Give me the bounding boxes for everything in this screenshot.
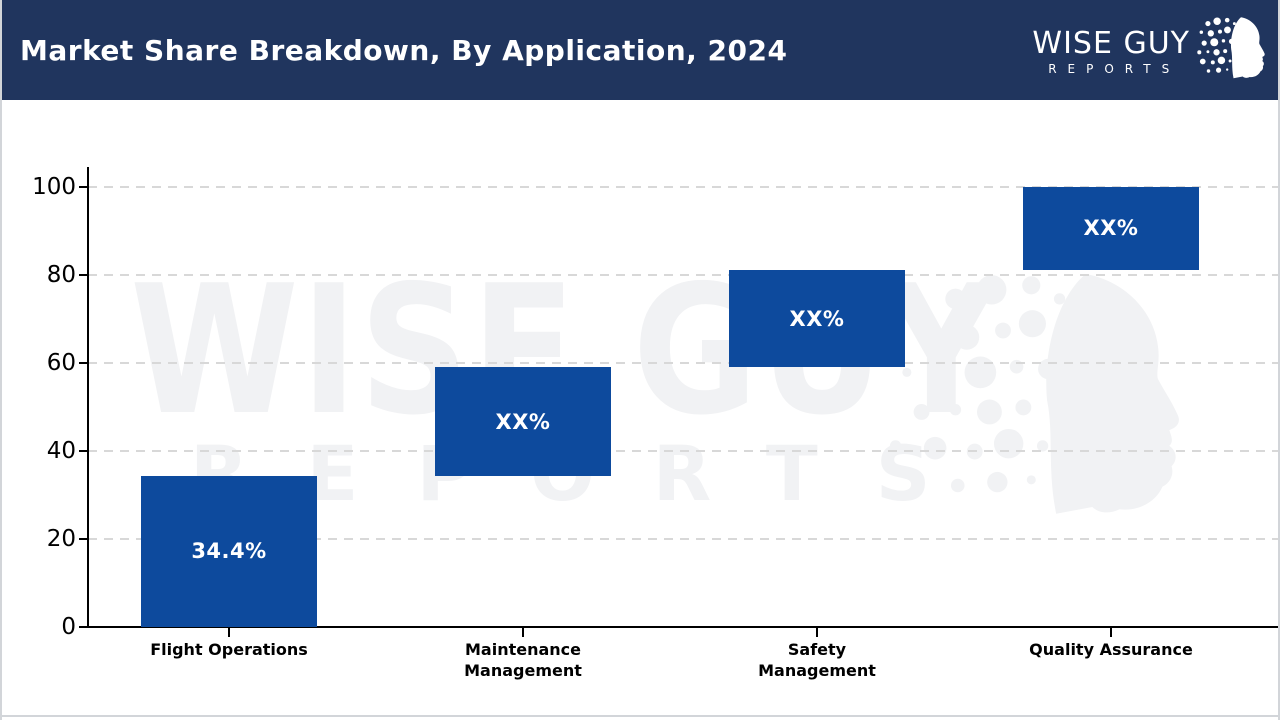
card-border-bottom — [0, 715, 1280, 717]
y-axis-tick — [79, 626, 87, 628]
logo-name: WISE GUY — [1032, 25, 1190, 61]
y-tick-label: 40 — [46, 438, 76, 464]
x-axis-line — [87, 626, 1278, 628]
y-axis-tick — [79, 362, 87, 364]
logo-subname: REPORTS — [1048, 62, 1181, 77]
bar-value-label: XX% — [495, 409, 551, 434]
bar-value-label: 34.4% — [191, 539, 267, 564]
gridline — [88, 274, 1278, 276]
bar-segment: XX% — [729, 269, 905, 368]
x-axis-tick — [522, 628, 524, 637]
y-axis-tick — [79, 274, 87, 276]
x-axis-tick — [1110, 628, 1112, 637]
category-label: Quality Assurance — [1029, 640, 1193, 659]
category-label: Safety Management — [758, 640, 876, 681]
bar-value-label: XX% — [789, 306, 845, 331]
page-title: Market Share Breakdown, By Application, … — [20, 33, 788, 67]
category-label: Maintenance Management — [464, 640, 582, 681]
wiseguy-logo-text: WISE GUY REPORTS — [1032, 28, 1190, 77]
bar-value-label: XX% — [1083, 216, 1139, 241]
gridline — [88, 538, 1278, 540]
bar-segment: XX% — [435, 367, 611, 476]
gridline — [88, 362, 1278, 364]
gridline — [88, 186, 1278, 188]
bar-segment: 34.4% — [141, 475, 317, 627]
x-axis-tick — [228, 628, 230, 637]
x-axis-tick — [816, 628, 818, 637]
y-tick-label: 60 — [46, 350, 76, 376]
wiseguy-logo: WISE GUY REPORTS — [1032, 6, 1266, 94]
report-header: Market Share Breakdown, By Application, … — [0, 0, 1280, 100]
dotted-head-profile-icon — [1197, 17, 1265, 79]
bar-segment: XX% — [1023, 187, 1199, 270]
y-axis-tick — [79, 450, 87, 452]
y-tick-label: 100 — [32, 174, 76, 200]
y-axis-tick — [79, 186, 87, 188]
y-tick-label: 20 — [46, 526, 76, 552]
y-tick-label: 0 — [61, 614, 76, 640]
y-tick-label: 80 — [46, 262, 76, 288]
y-axis-line — [87, 167, 89, 628]
y-axis-tick — [79, 538, 87, 540]
category-label: Flight Operations — [150, 640, 308, 659]
gridline — [88, 450, 1278, 452]
